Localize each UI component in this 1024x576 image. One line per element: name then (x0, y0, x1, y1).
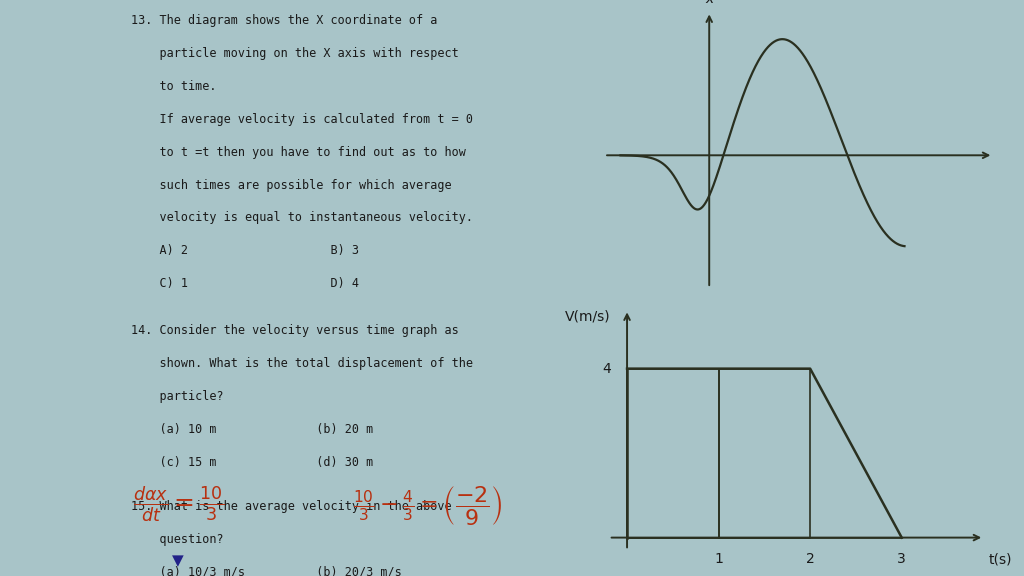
Text: 1: 1 (714, 552, 723, 566)
Text: C) 1                    D) 4: C) 1 D) 4 (131, 277, 358, 290)
Text: 4: 4 (602, 362, 610, 376)
Text: If average velocity is calculated from t = 0: If average velocity is calculated from t… (131, 113, 473, 126)
Text: $\frac{d\mathit{\alpha x}}{dt} = \frac{10}{3}$: $\frac{d\mathit{\alpha x}}{dt} = \frac{1… (133, 484, 223, 524)
Text: A) 2                    B) 3: A) 2 B) 3 (131, 244, 358, 257)
Text: velocity is equal to instantaneous velocity.: velocity is equal to instantaneous veloc… (131, 211, 473, 225)
Text: 13. The diagram shows the X coordinate of a: 13. The diagram shows the X coordinate o… (131, 14, 437, 28)
Text: x: x (706, 0, 714, 6)
Text: particle?: particle? (131, 390, 223, 403)
Text: shown. What is the total displacement of the: shown. What is the total displacement of… (131, 357, 473, 370)
Text: question?: question? (131, 533, 223, 546)
Text: ▼: ▼ (172, 553, 184, 568)
Text: to time.: to time. (131, 80, 216, 93)
Text: such times are possible for which average: such times are possible for which averag… (131, 179, 452, 192)
Text: 14. Consider the velocity versus time graph as: 14. Consider the velocity versus time gr… (131, 324, 459, 338)
Text: t(s): t(s) (989, 552, 1012, 566)
Text: (c) 15 m              (d) 30 m: (c) 15 m (d) 30 m (131, 456, 373, 469)
Text: V(m/s): V(m/s) (565, 309, 610, 324)
Text: (a) 10 m              (b) 20 m: (a) 10 m (b) 20 m (131, 423, 373, 436)
Text: $\frac{10}{3} - \frac{4}{3} = \left(\dfrac{-2}{9}\right)$: $\frac{10}{3} - \frac{4}{3} = \left(\dfr… (353, 484, 503, 527)
Text: 3: 3 (897, 552, 906, 566)
Text: (a) 10/3 m/s          (b) 20/3 m/s: (a) 10/3 m/s (b) 20/3 m/s (131, 566, 401, 576)
Text: 15. What is the average velocity in the above: 15. What is the average velocity in the … (131, 500, 452, 513)
Text: particle moving on the X axis with respect: particle moving on the X axis with respe… (131, 47, 459, 60)
Text: 2: 2 (806, 552, 814, 566)
Text: to t =t then you have to find out as to how: to t =t then you have to find out as to … (131, 146, 466, 159)
